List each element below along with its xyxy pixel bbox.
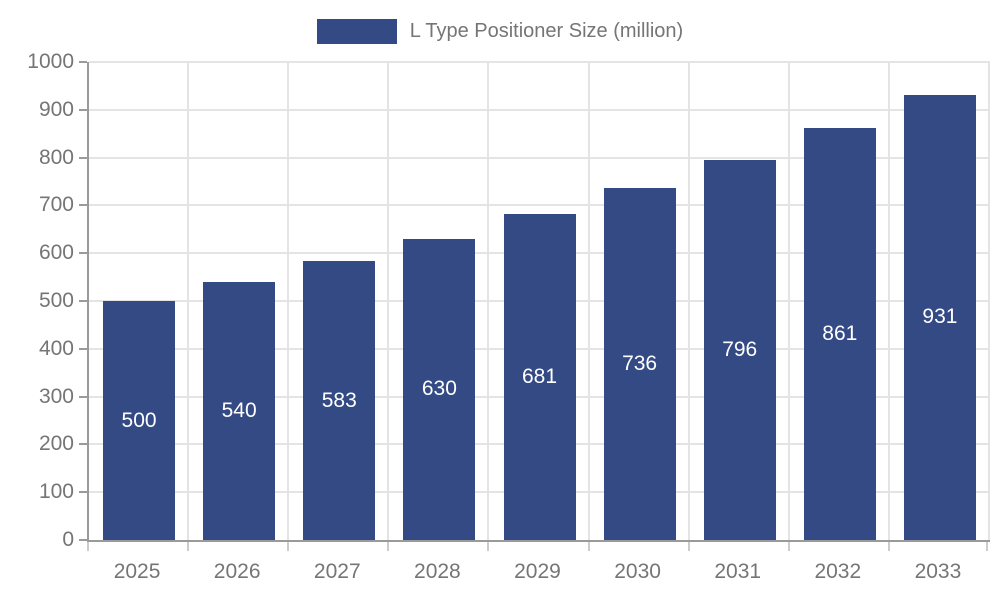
legend[interactable]: L Type Positioner Size (million) bbox=[0, 19, 1000, 44]
bar-value-label: 861 bbox=[822, 322, 858, 346]
gridline-vertical bbox=[387, 62, 390, 540]
bar[interactable]: 861 bbox=[803, 128, 876, 540]
x-axis-tick bbox=[487, 542, 490, 551]
x-axis-tick bbox=[287, 542, 290, 551]
plot-area: 500 540 583 630 681 736 796 861 931 bbox=[87, 61, 990, 542]
y-axis-tick bbox=[79, 108, 87, 111]
bar[interactable]: 681 bbox=[503, 214, 576, 540]
x-axis-label: 2029 bbox=[514, 560, 561, 583]
x-axis-tick bbox=[587, 542, 590, 551]
x-axis-label: 2030 bbox=[614, 560, 661, 583]
y-axis-tick bbox=[79, 347, 87, 350]
gridline-vertical bbox=[687, 62, 690, 540]
x-axis-label: 2026 bbox=[213, 560, 261, 583]
y-axis-tick bbox=[79, 443, 87, 446]
x-axis-tick bbox=[787, 542, 790, 551]
y-axis-tick bbox=[79, 61, 87, 63]
gridline-vertical bbox=[187, 62, 190, 540]
bar-value-label: 630 bbox=[421, 377, 457, 401]
y-axis-tick bbox=[79, 491, 87, 494]
x-axis-tick bbox=[887, 542, 890, 551]
x-axis-label: 2028 bbox=[414, 560, 461, 583]
y-axis-label: 0 bbox=[62, 528, 74, 551]
legend-swatch-icon bbox=[316, 19, 397, 44]
y-axis-tick bbox=[79, 156, 87, 159]
bar[interactable]: 736 bbox=[603, 188, 676, 540]
y-axis-label: 300 bbox=[38, 384, 74, 408]
x-axis-tick bbox=[387, 542, 390, 551]
bar[interactable]: 931 bbox=[903, 94, 976, 540]
bar-value-label: 796 bbox=[722, 337, 758, 361]
x-axis-tick bbox=[687, 542, 690, 551]
y-axis-label: 900 bbox=[38, 97, 74, 121]
x-axis-tick bbox=[87, 542, 89, 551]
gridline-horizontal bbox=[89, 156, 990, 159]
y-axis-label: 200 bbox=[38, 432, 74, 456]
gridline-vertical bbox=[287, 62, 290, 540]
y-axis-tick bbox=[79, 395, 87, 398]
gridline-vertical bbox=[988, 62, 990, 540]
x-axis-tick bbox=[187, 542, 190, 551]
y-axis-label: 800 bbox=[38, 145, 74, 169]
y-axis-label: 100 bbox=[38, 480, 74, 504]
legend-label: L Type Positioner Size (million) bbox=[409, 20, 684, 42]
x-axis-label: 2031 bbox=[714, 560, 762, 583]
bar[interactable]: 796 bbox=[703, 159, 776, 540]
gridline-horizontal bbox=[89, 61, 990, 63]
y-axis-tick bbox=[79, 252, 87, 255]
bar-value-label: 540 bbox=[221, 398, 257, 422]
gridline-vertical bbox=[487, 62, 490, 540]
y-axis-tick bbox=[79, 539, 87, 541]
x-axis-label: 2025 bbox=[113, 560, 161, 583]
bar-value-label: 931 bbox=[922, 305, 958, 329]
bar-value-label: 681 bbox=[521, 365, 558, 389]
bar[interactable]: 630 bbox=[403, 238, 476, 540]
bar[interactable]: 540 bbox=[203, 281, 276, 540]
gridline-vertical bbox=[887, 62, 890, 540]
bar-value-label: 583 bbox=[321, 388, 357, 412]
x-axis-label: 2032 bbox=[814, 560, 862, 583]
gridline-horizontal bbox=[89, 204, 990, 207]
bar[interactable]: 500 bbox=[103, 301, 176, 540]
x-axis-tick bbox=[986, 542, 988, 551]
gridline-horizontal bbox=[89, 108, 990, 111]
y-axis-tick bbox=[79, 204, 87, 207]
x-axis-label: 2027 bbox=[313, 560, 361, 583]
bar-value-label: 500 bbox=[121, 408, 157, 432]
y-axis-tick bbox=[79, 300, 87, 302]
y-axis-label: 500 bbox=[38, 289, 74, 312]
y-axis-label: 700 bbox=[38, 193, 74, 217]
bar-value-label: 736 bbox=[622, 352, 658, 376]
gridline-vertical bbox=[587, 62, 590, 540]
y-axis-label: 600 bbox=[38, 241, 74, 265]
bar[interactable]: 583 bbox=[303, 261, 376, 540]
y-axis-label: 1000 bbox=[27, 50, 74, 73]
y-axis-label: 400 bbox=[38, 336, 74, 360]
x-axis-label: 2033 bbox=[914, 560, 962, 583]
gridline-vertical bbox=[787, 62, 790, 540]
